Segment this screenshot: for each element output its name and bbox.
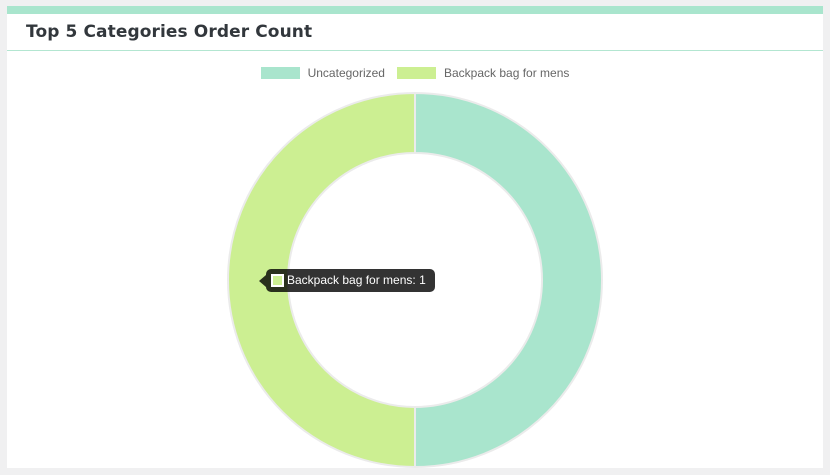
donut-segment-uncategorized[interactable] xyxy=(414,92,603,468)
donut-segment-backpack[interactable] xyxy=(227,92,416,468)
donut-chart xyxy=(227,92,603,468)
card-header: Top 5 Categories Order Count xyxy=(7,14,823,50)
legend-item-backpack[interactable]: Backpack bag for mens xyxy=(396,66,570,80)
header-divider xyxy=(7,50,823,51)
chart-card: Top 5 Categories Order Count Uncategoriz… xyxy=(7,6,823,468)
legend-label-uncategorized: Uncategorized xyxy=(307,66,385,80)
chart-legend: Uncategorized Backpack bag for mens xyxy=(7,67,823,79)
card-accent-bar xyxy=(7,6,823,14)
legend-label-backpack: Backpack bag for mens xyxy=(443,66,570,80)
card-body: Uncategorized Backpack bag for mens Back… xyxy=(7,51,823,468)
legend-item-uncategorized[interactable]: Uncategorized xyxy=(260,66,385,80)
card-title: Top 5 Categories Order Count xyxy=(26,22,313,42)
legend-swatch-uncategorized xyxy=(260,67,300,79)
legend-swatch-backpack xyxy=(396,67,436,79)
